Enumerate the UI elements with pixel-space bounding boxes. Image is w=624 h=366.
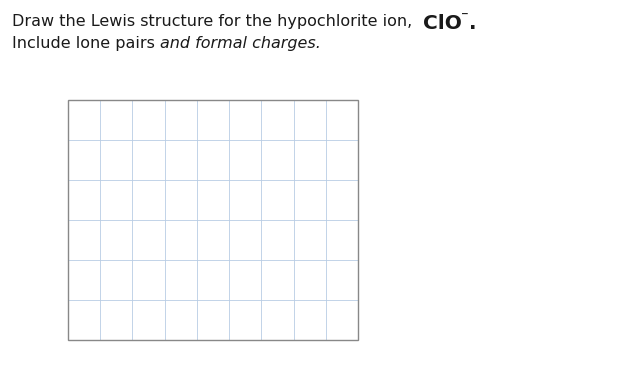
- Text: and formal charges.: and formal charges.: [160, 36, 321, 51]
- Text: Include lone pairs: Include lone pairs: [12, 36, 160, 51]
- Bar: [68, 100, 358, 340]
- Text: .: .: [469, 14, 477, 33]
- Text: Draw the Lewis structure for the hypochlorite ion,: Draw the Lewis structure for the hypochl…: [12, 14, 422, 29]
- Text: ClO: ClO: [422, 14, 461, 33]
- Text: ⁻: ⁻: [461, 10, 469, 25]
